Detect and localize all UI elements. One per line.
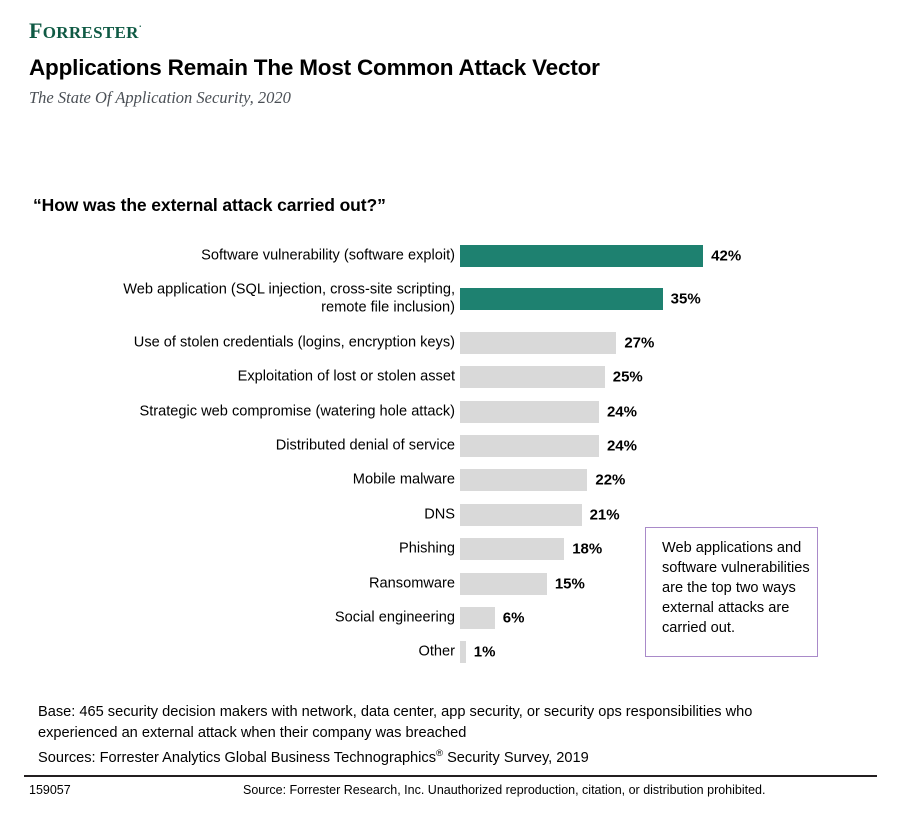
bar-row: Software vulnerability (software exploit… bbox=[0, 245, 901, 267]
bar-category-label: Phishing bbox=[399, 540, 455, 557]
bar-value-label: 24% bbox=[606, 437, 637, 455]
bar-track bbox=[460, 400, 599, 423]
sources-note: Sources: Forrester Analytics Global Busi… bbox=[38, 744, 838, 768]
sources-suffix: Security Survey, 2019 bbox=[443, 749, 589, 766]
bar-category-label: Distributed denial of service bbox=[275, 437, 455, 454]
logo-wordmark: ORRESTER bbox=[42, 23, 139, 42]
bar-fill bbox=[460, 572, 547, 595]
bar-track bbox=[460, 606, 495, 629]
logo-initial: F bbox=[29, 18, 43, 43]
bar-track bbox=[460, 503, 582, 526]
bar-row: Mobile malware 22% bbox=[0, 469, 901, 492]
bar-value-label: 21% bbox=[589, 506, 620, 524]
bar-value-label: 15% bbox=[554, 575, 585, 593]
bar-track bbox=[460, 434, 599, 457]
bar-row: Web application (SQL injection, cross-si… bbox=[0, 279, 901, 319]
bar-fill bbox=[460, 434, 599, 457]
bar-track bbox=[460, 331, 617, 354]
bar-fill bbox=[460, 538, 565, 561]
forrester-logo: FORRESTER· bbox=[29, 20, 142, 42]
bar-value-label: 42% bbox=[711, 247, 742, 265]
bar-row: Social engineering 6% bbox=[0, 606, 901, 629]
chart-question-heading: “How was the external attack carried out… bbox=[33, 195, 386, 215]
bar-fill bbox=[460, 288, 663, 311]
footer-copyright: Source: Forrester Research, Inc. Unautho… bbox=[243, 783, 766, 797]
bar-category-label: Software vulnerability (software exploit… bbox=[201, 247, 455, 264]
bar-track bbox=[460, 245, 704, 267]
bar-row: Distributed denial of service 24% bbox=[0, 434, 901, 457]
bar-track bbox=[460, 538, 565, 561]
bar-category-label: Strategic web compromise (watering hole … bbox=[139, 402, 455, 419]
bar-fill bbox=[460, 503, 582, 526]
bar-row: Other 1% bbox=[0, 641, 901, 664]
bar-track bbox=[460, 641, 466, 664]
page-title: Applications Remain The Most Common Atta… bbox=[29, 55, 600, 80]
bar-category-label: Exploitation of lost or stolen asset bbox=[237, 368, 455, 385]
bar-track bbox=[460, 366, 605, 389]
bar-value-label: 6% bbox=[502, 609, 525, 627]
bar-category-label: Use of stolen credentials (logins, encry… bbox=[133, 334, 455, 351]
bar-value-label: 18% bbox=[572, 540, 603, 558]
bar-row: DNS 21% bbox=[0, 503, 901, 526]
bar-value-label: 1% bbox=[473, 643, 496, 661]
page-subtitle: The State Of Application Security, 2020 bbox=[29, 88, 291, 107]
bar-row: Phishing 18% bbox=[0, 538, 901, 561]
bar-value-label: 25% bbox=[612, 368, 643, 386]
bar-category-label: Social engineering bbox=[334, 609, 455, 626]
bar-track bbox=[460, 288, 663, 311]
bar-fill bbox=[460, 366, 605, 389]
bar-track bbox=[460, 469, 588, 492]
bar-category-label: Other bbox=[418, 643, 456, 660]
callout-text: Web applications and software vulnerabil… bbox=[662, 540, 810, 636]
sources-prefix: Sources: Forrester Analytics Global Busi… bbox=[38, 749, 437, 766]
bar-fill bbox=[460, 245, 704, 267]
bar-chart: Software vulnerability (software exploit… bbox=[0, 245, 901, 676]
bar-fill bbox=[460, 331, 617, 354]
bar-category-label: Mobile malware bbox=[352, 471, 455, 488]
bar-value-label: 22% bbox=[595, 471, 626, 489]
registered-mark: ® bbox=[436, 748, 444, 759]
bar-value-label: 24% bbox=[606, 403, 637, 421]
bar-fill bbox=[460, 641, 466, 664]
bar-value-label: 27% bbox=[624, 334, 655, 352]
bar-fill bbox=[460, 469, 588, 492]
footer-document-id: 159057 bbox=[29, 783, 71, 797]
bar-value-label: 35% bbox=[670, 290, 701, 308]
bar-category-label: Web application (SQL injection, cross-si… bbox=[123, 281, 455, 316]
footer-divider bbox=[24, 775, 877, 777]
bar-fill bbox=[460, 400, 599, 423]
bar-row: Ransomware 15% bbox=[0, 572, 901, 595]
logo-trademark-mark: · bbox=[138, 21, 142, 32]
bar-track bbox=[460, 572, 547, 595]
base-note: Base: 465 security decision makers with … bbox=[38, 704, 753, 741]
bar-fill bbox=[460, 606, 495, 629]
callout-box: Web applications and software vulnerabil… bbox=[645, 527, 818, 657]
bar-row: Use of stolen credentials (logins, encry… bbox=[0, 331, 901, 354]
bar-category-label: DNS bbox=[424, 506, 455, 523]
bar-row: Exploitation of lost or stolen asset 25% bbox=[0, 366, 901, 389]
bar-row: Strategic web compromise (watering hole … bbox=[0, 400, 901, 423]
bar-category-label: Ransomware bbox=[369, 574, 455, 591]
